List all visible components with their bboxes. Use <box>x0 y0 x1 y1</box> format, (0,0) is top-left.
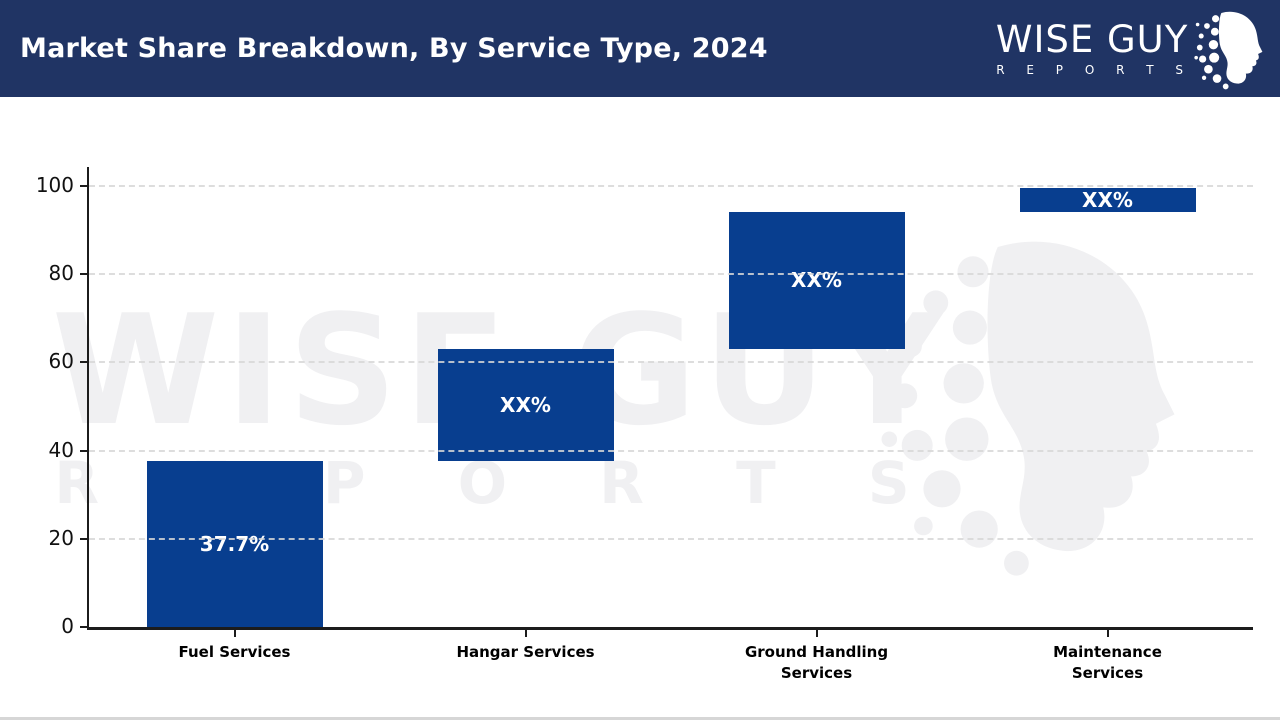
y-tick-label-60: 60 <box>48 349 74 374</box>
logo-wordmark: WISE GUY <box>995 18 1189 61</box>
gridline-40 <box>89 449 1253 452</box>
y-tick-mark-0 <box>80 626 89 628</box>
logo-face-icon <box>1194 11 1263 89</box>
bar-value-label: XX% <box>1082 187 1133 212</box>
y-tick-label-40: 40 <box>48 437 74 462</box>
gridline-100 <box>89 185 1253 187</box>
y-tick-label-0: 0 <box>61 614 74 638</box>
y-tick-mark-60 <box>80 361 89 364</box>
bar-ground-handling-services: XX% <box>728 211 905 350</box>
gridline-80 <box>89 273 1253 276</box>
gridline-60 <box>89 361 1253 364</box>
y-tick-mark-80 <box>80 273 89 276</box>
x-tick-mark-3 <box>1106 630 1109 637</box>
y-tick-label-20: 20 <box>48 525 74 550</box>
x-tick-mark-2 <box>815 630 818 637</box>
chart-area: WISE GUY R E P O R T S 0 20 40 60 80 100 37.7%… <box>0 97 1280 716</box>
bar-value-label: XX% <box>791 268 842 293</box>
bar-hangar-services: XX% <box>437 349 614 461</box>
x-category-label-1: Hangar Services <box>456 643 595 661</box>
logo-text: WISE GUY R E P O R T S <box>992 21 1192 76</box>
y-axis <box>87 167 89 630</box>
wiseguy-logo: WISE GUY R E P O R T S <box>992 7 1280 91</box>
y-tick-label-80: 80 <box>48 261 74 286</box>
y-tick-label-100: 100 <box>35 173 74 197</box>
y-tick-mark-20 <box>80 537 89 540</box>
bottom-rule <box>0 717 1280 720</box>
x-axis <box>87 627 1253 630</box>
logo-subtitle: R E P O R T S <box>996 63 1192 77</box>
x-category-label-2: Ground Handling Services <box>744 643 889 682</box>
bar-value-label: XX% <box>500 392 551 417</box>
header: Market Share Breakdown, By Service Type,… <box>0 0 1280 97</box>
y-tick-mark-40 <box>80 449 89 452</box>
gridline-20 <box>89 537 1253 540</box>
x-tick-mark-1 <box>524 630 527 637</box>
bar-fuel-services: 37.7% <box>146 460 323 627</box>
y-tick-mark-100 <box>80 185 89 187</box>
x-category-label-0: Fuel Services <box>178 643 291 661</box>
x-category-label-3: Maintenance Services <box>1053 643 1162 682</box>
x-tick-mark-0 <box>233 630 236 637</box>
bar-maintenance-services: XX% <box>1019 187 1196 212</box>
page-title: Market Share Breakdown, By Service Type,… <box>20 33 768 64</box>
waterfall-chart: 0 20 40 60 80 100 37.7% Fuel Services XX% Hangar … <box>0 97 1280 716</box>
